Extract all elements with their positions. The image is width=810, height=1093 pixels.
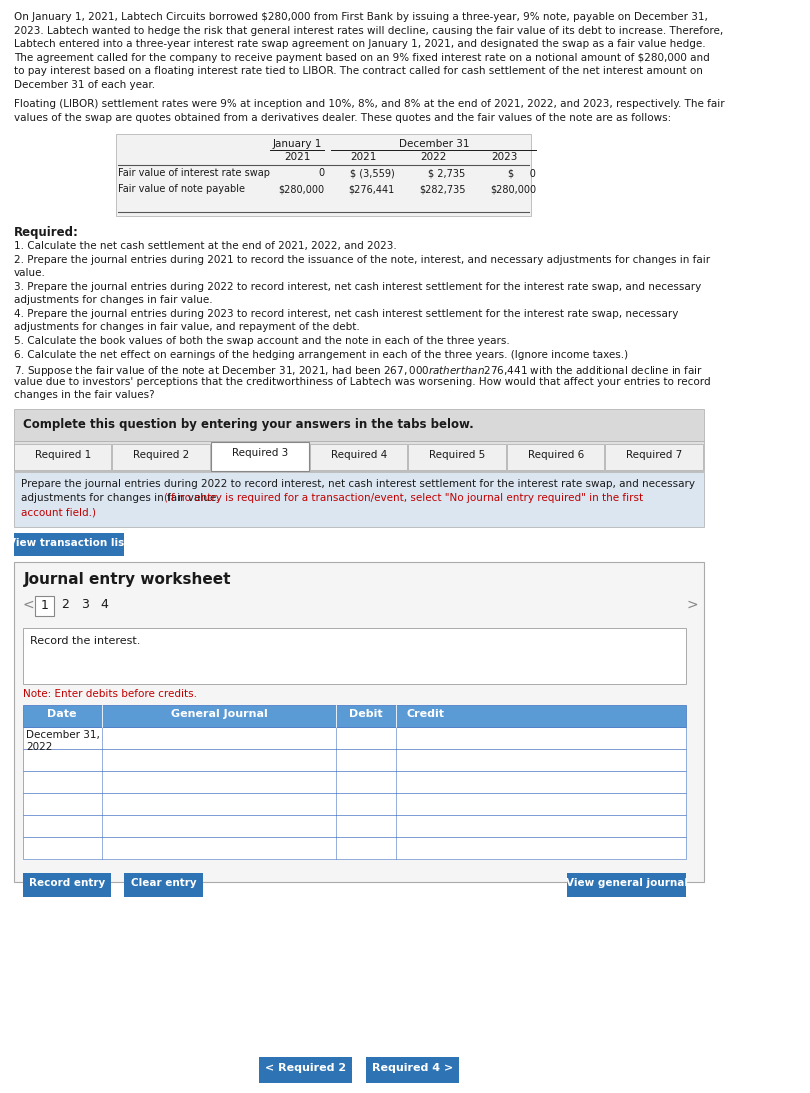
Text: adjustments for changes in fair value, and repayment of the debt.: adjustments for changes in fair value, a… — [14, 322, 360, 332]
Text: Clear entry: Clear entry — [131, 878, 197, 888]
Text: Required 3: Required 3 — [232, 448, 288, 458]
Bar — [408, 444, 505, 470]
Bar — [23, 873, 111, 897]
Text: 2. Prepare the journal entries during 2021 to record the issuance of the note, i: 2. Prepare the journal entries during 20… — [14, 255, 710, 265]
Text: 2022: 2022 — [420, 152, 447, 162]
Text: Required 1: Required 1 — [35, 450, 91, 460]
Bar — [507, 444, 604, 470]
Text: Required 4: Required 4 — [330, 450, 387, 460]
Text: Journal entry worksheet: Journal entry worksheet — [24, 572, 232, 587]
Text: $ (3,559): $ (3,559) — [350, 168, 395, 178]
Text: 2021: 2021 — [350, 152, 377, 162]
Text: 1: 1 — [40, 599, 49, 612]
Text: $ 2,735: $ 2,735 — [428, 168, 466, 178]
Bar — [605, 444, 703, 470]
Text: Floating (LIBOR) settlement rates were 9% at inception and 10%, 8%, and 8% at th: Floating (LIBOR) settlement rates were 9… — [14, 99, 724, 109]
Bar — [23, 727, 686, 749]
Text: value.: value. — [14, 268, 45, 278]
Bar — [35, 596, 54, 616]
Text: Credit: Credit — [407, 709, 445, 719]
Text: Required 4 >: Required 4 > — [372, 1063, 453, 1073]
Text: $276,441: $276,441 — [349, 184, 395, 193]
Text: Fair value of note payable: Fair value of note payable — [117, 184, 245, 193]
Bar — [113, 444, 210, 470]
Text: View transaction list: View transaction list — [8, 538, 130, 548]
Text: 7. Suppose the fair value of the note at December 31, 2021, had been $267,000 ra: 7. Suppose the fair value of the note at… — [14, 364, 703, 378]
Bar — [23, 705, 686, 727]
Text: The agreement called for the company to receive payment based on an 9% fixed int: The agreement called for the company to … — [14, 52, 710, 62]
Text: values of the swap are quotes obtained from a derivatives dealer. These quotes a: values of the swap are quotes obtained f… — [14, 113, 671, 122]
Text: $282,735: $282,735 — [419, 184, 466, 193]
Bar — [309, 444, 407, 470]
Text: View general journal: View general journal — [565, 878, 688, 888]
Text: 3: 3 — [81, 598, 88, 611]
Text: 5. Calculate the book values of both the swap account and the note in each of th: 5. Calculate the book values of both the… — [14, 336, 509, 346]
Text: $280,000: $280,000 — [279, 184, 324, 193]
Bar — [14, 533, 124, 556]
Text: $280,000: $280,000 — [490, 184, 536, 193]
Text: (If no entry is required for a transaction/event, select "No journal entry requi: (If no entry is required for a transacti… — [164, 493, 643, 503]
Text: Labtech entered into a three-year interest rate swap agreement on January 1, 202: Labtech entered into a three-year intere… — [14, 39, 706, 49]
Text: Complete this question by entering your answers in the tabs below.: Complete this question by entering your … — [23, 418, 473, 431]
Text: Prepare the journal entries during 2022 to record interest, net cash interest se: Prepare the journal entries during 2022 … — [21, 479, 695, 489]
Bar — [23, 815, 686, 837]
Bar — [14, 472, 704, 527]
Text: December 31 of each year.: December 31 of each year. — [14, 80, 155, 90]
Text: December 31,
2022: December 31, 2022 — [26, 730, 100, 752]
Bar — [124, 873, 203, 897]
Bar — [14, 562, 704, 882]
Text: 3. Prepare the journal entries during 2022 to record interest, net cash interest: 3. Prepare the journal entries during 20… — [14, 282, 701, 292]
Text: <: < — [23, 598, 34, 612]
Text: Required 6: Required 6 — [528, 450, 584, 460]
Text: Note: Enter debits before credits.: Note: Enter debits before credits. — [23, 689, 197, 700]
Text: 2: 2 — [62, 598, 69, 611]
Bar — [116, 134, 531, 216]
Text: Fair value of interest rate swap: Fair value of interest rate swap — [117, 168, 270, 178]
Bar — [23, 794, 686, 815]
Text: Record entry: Record entry — [28, 878, 104, 888]
Text: 1. Calculate the net cash settlement at the end of 2021, 2022, and 2023.: 1. Calculate the net cash settlement at … — [14, 240, 396, 251]
Bar — [23, 771, 686, 794]
Text: changes in the fair values?: changes in the fair values? — [14, 390, 155, 400]
Bar — [211, 442, 309, 471]
Bar — [23, 837, 686, 859]
Text: Required:: Required: — [14, 226, 79, 239]
Text: General Journal: General Journal — [171, 709, 267, 719]
Text: 6. Calculate the net effect on earnings of the hedging arrangement in each of th: 6. Calculate the net effect on earnings … — [14, 350, 628, 360]
Text: 2021: 2021 — [284, 152, 310, 162]
Text: On January 1, 2021, Labtech Circuits borrowed $280,000 from First Bank by issuin: On January 1, 2021, Labtech Circuits bor… — [14, 12, 708, 22]
Bar — [366, 1057, 458, 1083]
Text: value due to investors' perceptions that the creditworthiness of Labtech was wor: value due to investors' perceptions that… — [14, 377, 710, 387]
Text: >: > — [686, 598, 698, 612]
Bar — [14, 440, 704, 471]
Text: adjustments for changes in fair value.: adjustments for changes in fair value. — [21, 493, 223, 503]
Bar — [567, 873, 686, 897]
Text: 4. Prepare the journal entries during 2023 to record interest, net cash interest: 4. Prepare the journal entries during 20… — [14, 309, 678, 319]
Text: January 1: January 1 — [272, 139, 322, 149]
Text: Required 2: Required 2 — [134, 450, 190, 460]
Text: Required 5: Required 5 — [429, 450, 485, 460]
Bar — [23, 628, 686, 684]
Text: December 31: December 31 — [399, 139, 469, 149]
Text: account field.): account field.) — [21, 507, 96, 517]
Bar — [259, 1057, 352, 1083]
Text: to pay interest based on a floating interest rate tied to LIBOR. The contract ca: to pay interest based on a floating inte… — [14, 66, 702, 77]
Bar — [14, 409, 704, 440]
Text: adjustments for changes in fair value.: adjustments for changes in fair value. — [14, 295, 212, 305]
Text: 0: 0 — [318, 168, 324, 178]
Bar — [23, 749, 686, 771]
Text: 4: 4 — [100, 598, 108, 611]
Text: Required 7: Required 7 — [626, 450, 683, 460]
Text: Debit: Debit — [349, 709, 382, 719]
Text: $     0: $ 0 — [509, 168, 536, 178]
Text: Record the interest.: Record the interest. — [30, 636, 140, 646]
Text: Date: Date — [48, 709, 77, 719]
Text: < Required 2: < Required 2 — [265, 1063, 346, 1073]
Text: 2023: 2023 — [491, 152, 518, 162]
Bar — [14, 444, 112, 470]
Text: 2023. Labtech wanted to hedge the risk that general interest rates will decline,: 2023. Labtech wanted to hedge the risk t… — [14, 25, 723, 35]
